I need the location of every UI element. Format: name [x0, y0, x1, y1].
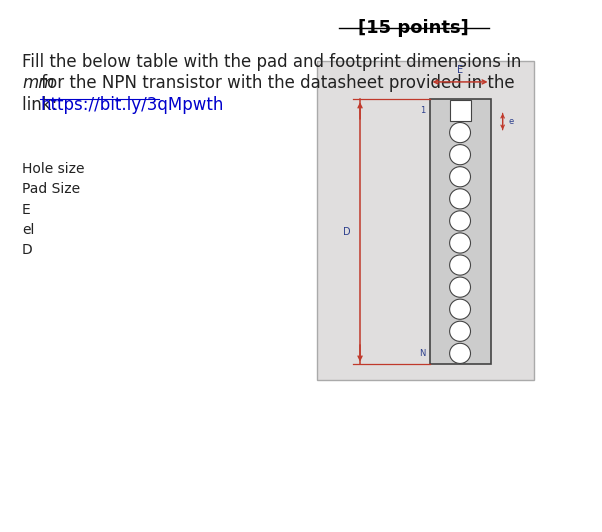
Text: https://bit.ly/3qMpwth: https://bit.ly/3qMpwth	[40, 96, 223, 114]
Circle shape	[450, 233, 471, 253]
Text: E: E	[457, 65, 463, 75]
Circle shape	[450, 277, 471, 297]
Circle shape	[450, 211, 471, 231]
Text: for the NPN transistor with the datasheet provided in the: for the NPN transistor with the datashee…	[36, 74, 515, 93]
Text: E: E	[22, 203, 31, 217]
Text: N: N	[419, 349, 425, 358]
Circle shape	[450, 343, 471, 363]
Circle shape	[450, 189, 471, 209]
Text: el: el	[22, 223, 34, 237]
Text: Pad Size: Pad Size	[22, 182, 80, 196]
Circle shape	[450, 299, 471, 319]
Bar	[450, 101, 471, 121]
Text: [15 points]: [15 points]	[358, 19, 468, 37]
Text: 1: 1	[420, 106, 425, 115]
Text: link:: link:	[22, 96, 63, 114]
Text: Hole size: Hole size	[22, 162, 84, 176]
Circle shape	[450, 321, 471, 342]
Text: e: e	[508, 117, 514, 126]
Bar	[317, 61, 534, 380]
Circle shape	[450, 122, 471, 143]
Circle shape	[450, 255, 471, 275]
Circle shape	[450, 167, 471, 187]
Text: Fill the below table with the pad and footprint dimensions in: Fill the below table with the pad and fo…	[22, 53, 521, 71]
Text: D: D	[343, 227, 350, 237]
Text: mm: mm	[22, 74, 55, 93]
Text: D: D	[22, 243, 33, 257]
Circle shape	[450, 145, 471, 165]
Bar	[430, 99, 491, 364]
